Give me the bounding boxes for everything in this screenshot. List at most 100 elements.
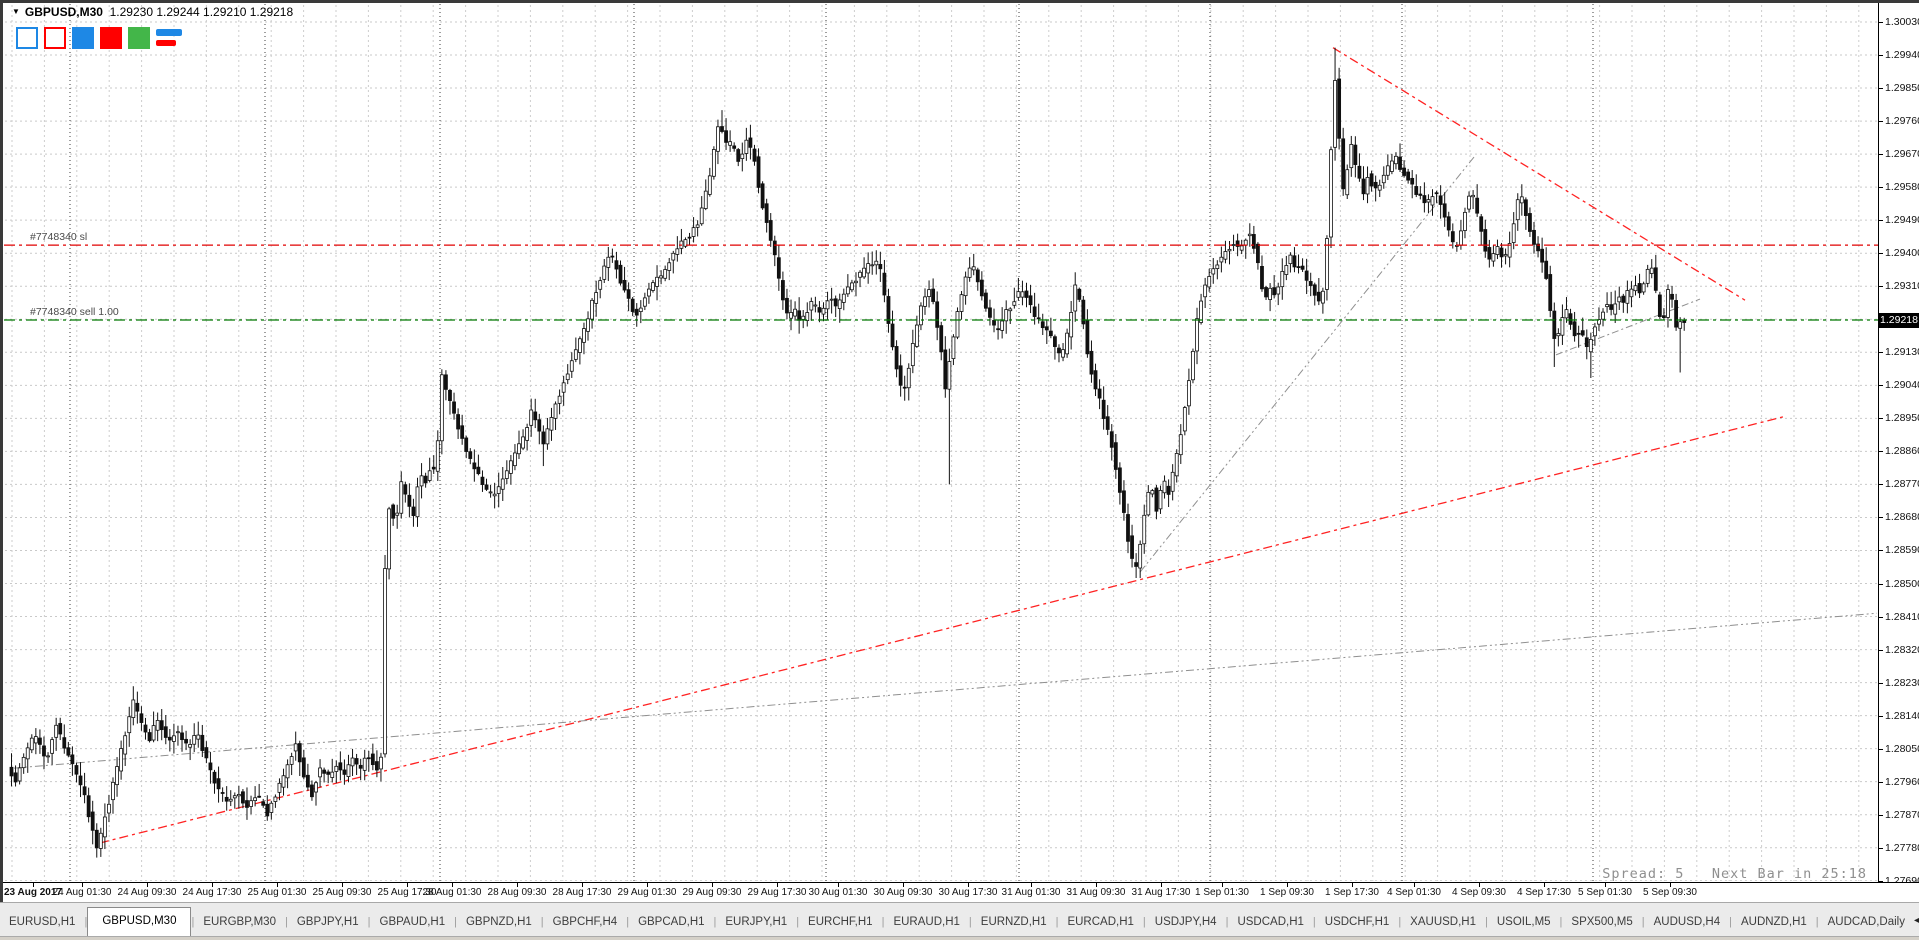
time-axis-label: 28 Aug 01:30 <box>422 887 482 898</box>
blue-red-bars-icon[interactable] <box>156 27 186 49</box>
price-tick <box>1879 385 1883 387</box>
window-left-edge <box>0 0 3 902</box>
price-axis[interactable]: 1.30030 1.29940 1.29850 1.29760 1.29670 1.295… <box>1878 0 1919 887</box>
chart-tabs-bar: EURUSD,H1 | GBPUSD,M30 | EURGBP,M30 | GBPJPY,H… <box>0 902 1919 936</box>
tab-euraud-h1[interactable]: EURAUD,H1 <box>893 916 960 928</box>
tab-gbpjpy-h1[interactable]: GBPJPY,H1 <box>296 916 359 928</box>
sell-order-line-label[interactable]: #7748340 sell 1.00 <box>30 306 119 318</box>
time-axis-label: 25 Aug 17:30 <box>377 887 437 898</box>
time-tick <box>968 883 969 887</box>
tab-gbpcad-h1[interactable]: GBPCAD,H1 <box>638 916 705 928</box>
time-tick <box>712 883 713 887</box>
time-axis[interactable]: 23 Aug 2017 24 Aug 01:30 24 Aug 09:30 24 Au… <box>0 882 1919 902</box>
trendline-short-rising-gray[interactable] <box>1555 298 1701 356</box>
tab-spx500-m5[interactable]: SPX500,M5 <box>1571 916 1633 928</box>
price-axis-label: 1.28950 <box>1885 412 1919 425</box>
tab-gbpchf-h4[interactable]: GBPCHF,H4 <box>552 916 618 928</box>
tab-audcad-daily[interactable]: AUDCAD,Daily <box>1827 916 1905 928</box>
price-axis-label: 1.28860 <box>1885 445 1919 458</box>
tab-usdjpy-h4[interactable]: USDJPY,H4 <box>1154 916 1217 928</box>
blue-outline-square-icon[interactable] <box>16 27 38 49</box>
price-axis-label: 1.29130 <box>1885 346 1919 359</box>
time-tick <box>452 883 453 887</box>
tab-separator: | <box>367 916 371 928</box>
tab-usdchf-h1[interactable]: USDCHF,H1 <box>1324 916 1390 928</box>
tab-eurusd-h1[interactable]: EURUSD,H1 <box>9 916 76 928</box>
price-tick <box>1879 88 1883 90</box>
time-axis-label: 4 Sep 01:30 <box>1387 887 1441 898</box>
time-axis-label: 5 Sep 01:30 <box>1578 887 1632 898</box>
trendline-rising-support-red[interactable] <box>99 416 1784 844</box>
price-axis-label: 1.28680 <box>1885 511 1919 524</box>
tab-audusd-h4[interactable]: AUDUSD,H4 <box>1653 916 1721 928</box>
tab-eurchf-h1[interactable]: EURCHF,H1 <box>808 916 873 928</box>
time-tick <box>407 883 408 887</box>
price-axis-label: 1.28500 <box>1885 577 1919 590</box>
tab-gbpnzd-h1[interactable]: GBPNZD,H1 <box>465 916 532 928</box>
price-axis-label: 1.29760 <box>1885 115 1919 128</box>
price-tick <box>1879 484 1883 486</box>
stop-loss-line-label[interactable]: #7748340 sl <box>30 231 88 244</box>
time-tick <box>777 883 778 887</box>
price-axis-label: 1.29490 <box>1885 214 1919 227</box>
tab-eurgbp-m30[interactable]: EURGBP,M30 <box>203 916 276 928</box>
tab-gbpaud-h1[interactable]: GBPAUD,H1 <box>379 916 446 928</box>
tab-separator: | <box>968 916 972 928</box>
tab-gbpusd-m30[interactable]: GBPUSD,M30 <box>87 907 192 936</box>
trendline-shallow-rising-gray[interactable] <box>13 612 1878 769</box>
price-axis-label: 1.27870 <box>1885 808 1919 821</box>
time-axis-label: 29 Aug 01:30 <box>617 887 677 898</box>
time-tick <box>342 883 343 887</box>
price-tick <box>1879 649 1883 651</box>
price-axis-label: 1.29400 <box>1885 247 1919 260</box>
time-tick <box>1096 883 1097 887</box>
price-tick <box>1879 187 1883 189</box>
time-axis-label: 31 Aug 17:30 <box>1131 887 1191 898</box>
time-axis-label: 31 Aug 01:30 <box>1001 887 1061 898</box>
price-tick <box>1879 715 1883 717</box>
time-axis-label: 1 Sep 01:30 <box>1195 887 1249 898</box>
red-square-icon[interactable] <box>100 27 122 49</box>
chart-plot-area[interactable] <box>0 0 1878 881</box>
chevron-down-icon[interactable]: ▼ <box>12 7 20 16</box>
tab-eurcad-h1[interactable]: EURCAD,H1 <box>1067 916 1134 928</box>
blue-square-icon[interactable] <box>72 27 94 49</box>
price-tick <box>1879 847 1883 849</box>
price-tick <box>1879 550 1883 552</box>
time-axis-label: 23 Aug 2017 <box>4 887 62 898</box>
price-tick <box>1879 253 1883 255</box>
price-tick <box>1879 286 1883 288</box>
tab-scroll-left-icon[interactable]: ◀ <box>1913 915 1919 926</box>
tab-separator: | <box>796 916 800 928</box>
price-axis-label: 1.28410 <box>1885 610 1919 623</box>
tab-xauusd-h1[interactable]: XAUUSD,H1 <box>1410 916 1476 928</box>
tab-usdcad-h1[interactable]: USDCAD,H1 <box>1237 916 1304 928</box>
time-axis-label: 28 Aug 09:30 <box>487 887 547 898</box>
red-outline-square-icon[interactable] <box>44 27 66 49</box>
tab-separator: | <box>284 916 288 928</box>
price-tick <box>1879 682 1883 684</box>
time-tick <box>33 883 34 887</box>
price-axis-label: 1.29310 <box>1885 280 1919 293</box>
price-axis-label: 1.29580 <box>1885 181 1919 194</box>
tab-audnzd-h1[interactable]: AUDNZD,H1 <box>1740 916 1807 928</box>
tab-eurnzd-h1[interactable]: EURNZD,H1 <box>980 916 1047 928</box>
time-tick <box>1352 883 1353 887</box>
tab-usoil-m5[interactable]: USOIL,M5 <box>1496 916 1551 928</box>
time-axis-label: 30 Aug 01:30 <box>808 887 868 898</box>
price-axis-label: 1.29850 <box>1885 82 1919 95</box>
tab-separator: | <box>1485 916 1488 928</box>
green-square-icon[interactable] <box>128 27 150 49</box>
time-axis-label: 4 Sep 17:30 <box>1517 887 1571 898</box>
price-axis-label: 1.29040 <box>1885 379 1919 392</box>
trendline-steep-rising-gray[interactable] <box>1139 156 1475 573</box>
spread-label: Spread: 5 <box>1602 866 1685 882</box>
tab-separator: | <box>454 916 457 928</box>
price-tick <box>1879 748 1883 750</box>
price-axis-label: 1.27960 <box>1885 775 1919 788</box>
price-tick <box>1879 517 1883 519</box>
time-tick <box>1544 883 1545 887</box>
trendline-descending-resistance-red[interactable] <box>1332 47 1746 301</box>
time-axis-label: 24 Aug 17:30 <box>182 887 242 898</box>
tab-eurjpy-h1[interactable]: EURJPY,H1 <box>725 916 788 928</box>
